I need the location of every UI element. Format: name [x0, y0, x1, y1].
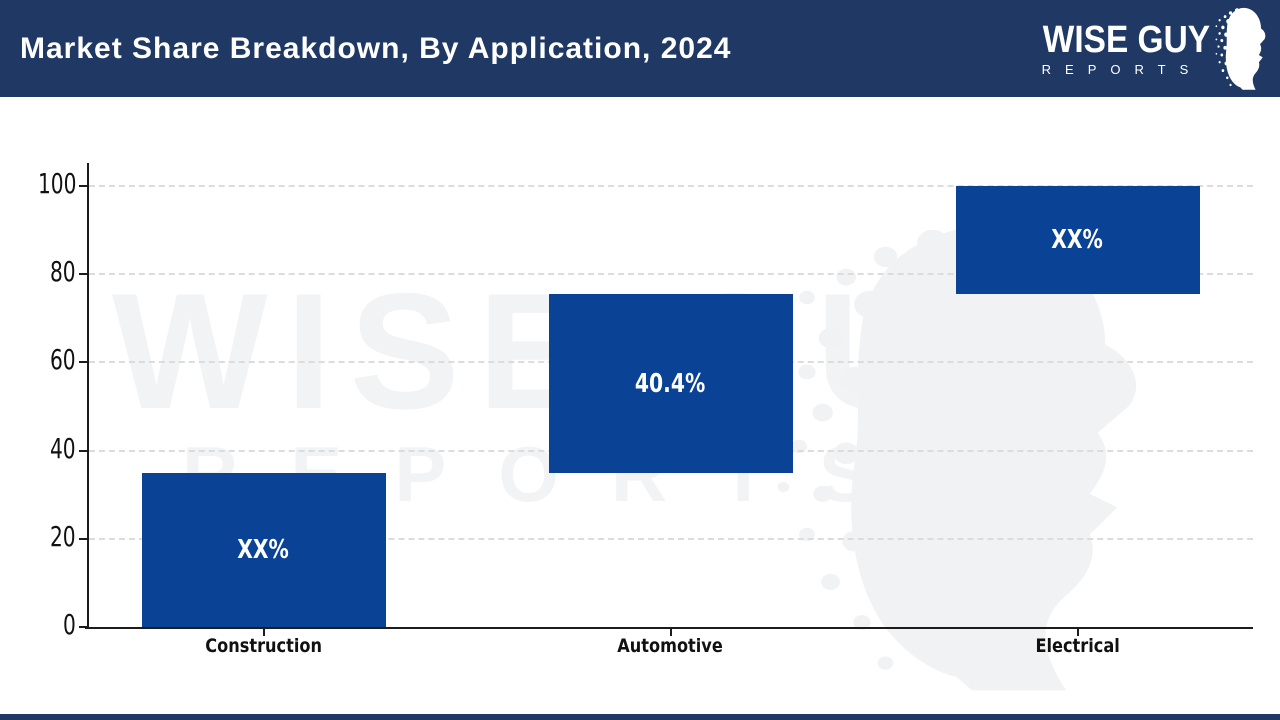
y-tick-label-100: 100: [37, 167, 76, 200]
y-tick-0: [79, 626, 88, 628]
category-label-automotive: Automotive: [617, 635, 724, 657]
y-tick-80: [79, 273, 88, 276]
y-tick-label-40: 40: [50, 431, 76, 465]
logo-text: WISE GUY REPORTS: [1020, 21, 1210, 77]
bar-construction[interactable]: XX%: [141, 472, 386, 627]
x-tick-automotive: [669, 629, 672, 636]
y-tick-60: [79, 361, 88, 364]
gridline-20: [89, 537, 1253, 540]
y-tick-label-60: 60: [50, 343, 76, 377]
bar-value-label-electrical: XX%: [1051, 225, 1104, 256]
logo-subtitle: REPORTS: [1041, 61, 1203, 77]
x-tick-construction: [262, 629, 265, 636]
x-tick-electrical: [1076, 629, 1079, 636]
bar-value-label-automotive: 40.4%: [635, 368, 706, 399]
footer-bar: [0, 714, 1280, 720]
wiseguy-logo: WISE GUY REPORTS: [1020, 7, 1280, 91]
logo-wordmark: WISE GUY: [1042, 18, 1210, 61]
y-tick-label-80: 80: [50, 255, 76, 289]
category-label-electrical: Electrical: [1035, 635, 1120, 657]
bar-automotive[interactable]: 40.4%: [548, 294, 793, 473]
chart-area: WISE GUY REPORTS 020406080100XX%Construc…: [0, 97, 1280, 714]
bar-electrical[interactable]: XX%: [955, 186, 1200, 295]
watermark-face-icon: [777, 228, 1137, 691]
page-title: Market Share Breakdown, By Application, …: [20, 31, 732, 65]
category-label-construction: Construction: [205, 635, 322, 657]
gridline-100: [89, 185, 1253, 187]
header-bar: Market Share Breakdown, By Application, …: [0, 0, 1280, 97]
bar-value-label-construction: XX%: [237, 534, 290, 565]
y-tick-40: [79, 449, 88, 452]
y-tick-label-20: 20: [50, 519, 76, 553]
x-axis-line: [85, 627, 1253, 629]
y-tick-20: [79, 537, 88, 540]
y-axis-line: [87, 163, 89, 629]
wiseguy-face-icon: [1215, 7, 1266, 90]
y-tick-label-0: 0: [63, 608, 76, 641]
gridline-80: [89, 273, 1253, 276]
y-tick-100: [79, 185, 88, 187]
